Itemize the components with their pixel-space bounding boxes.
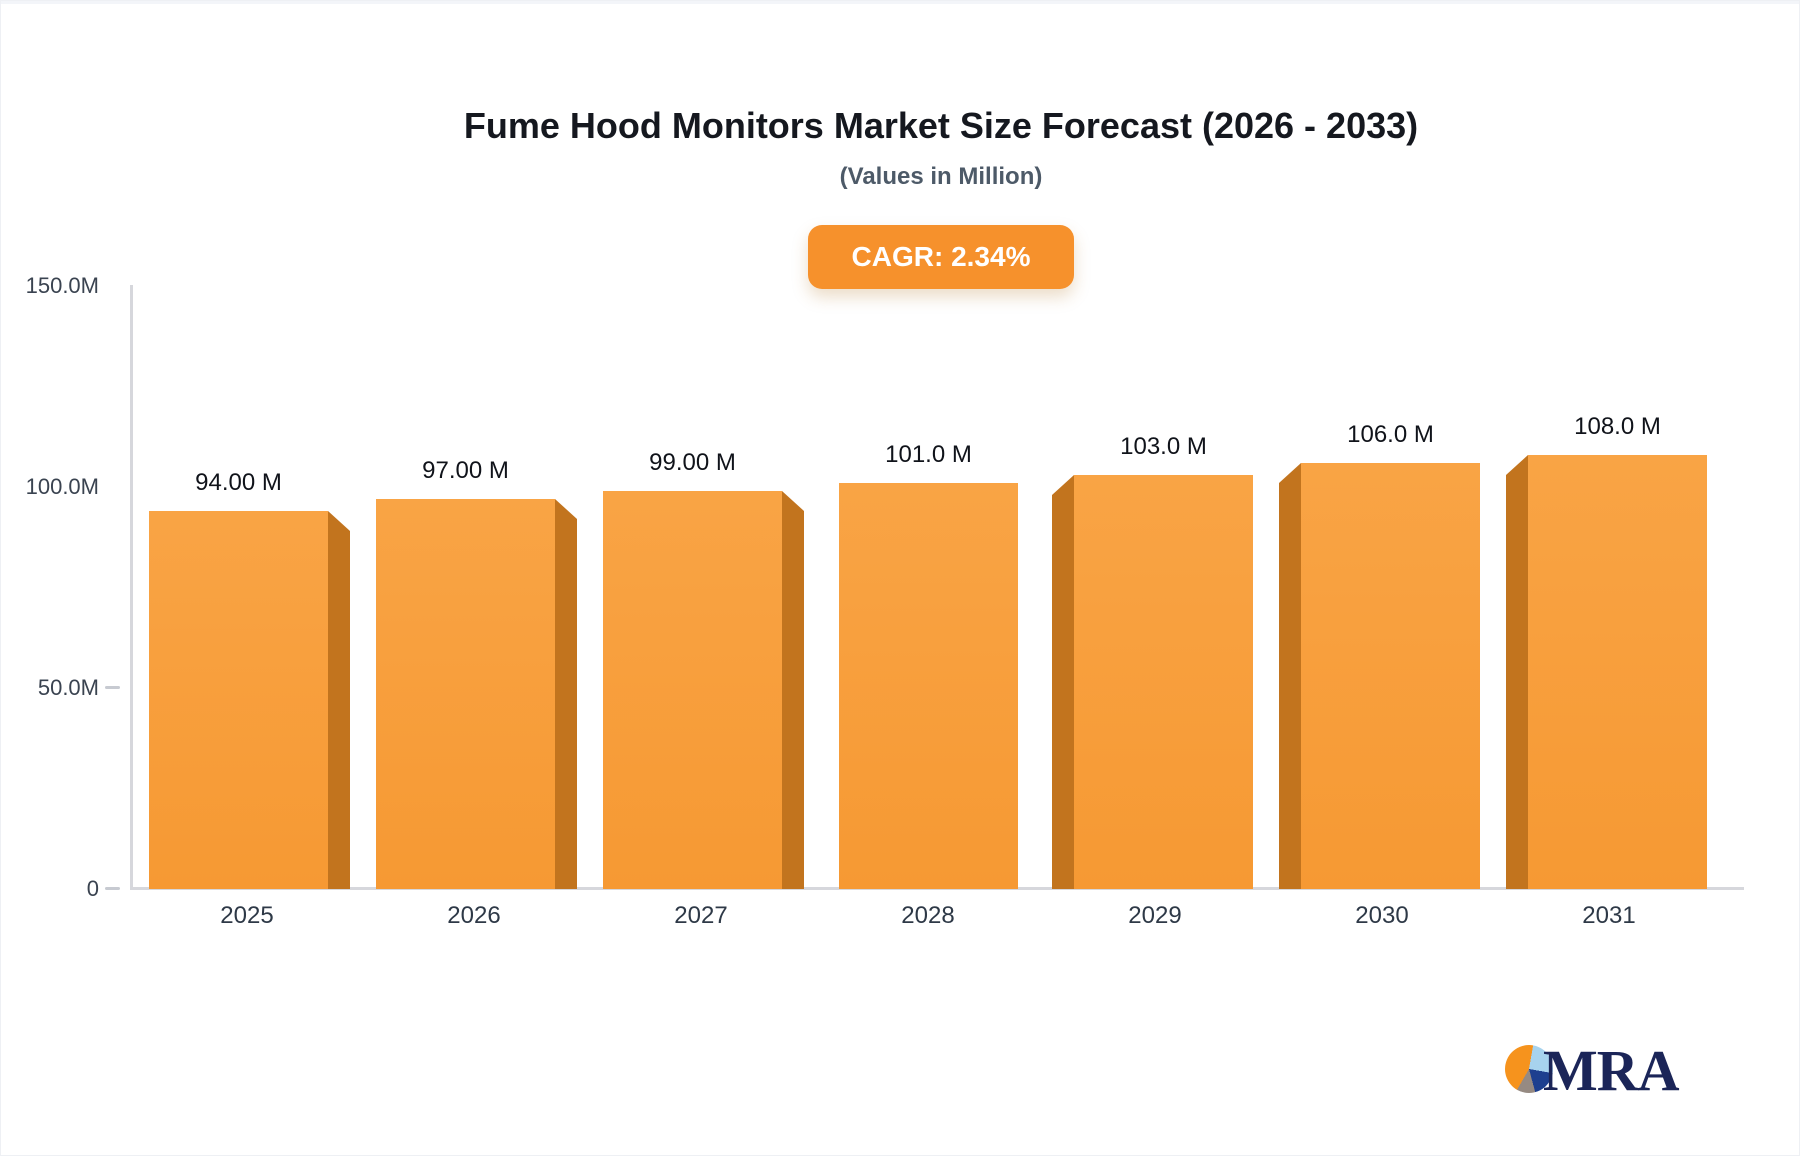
y-axis-tick (105, 686, 120, 689)
y-axis-line (130, 285, 133, 889)
y-axis-tick (105, 887, 120, 890)
x-axis-label: 2028 (901, 902, 955, 929)
y-axis-label: 150.0M (25, 273, 99, 298)
y-axis-label: 100.0M (25, 474, 99, 499)
x-axis-label: 2026 (447, 902, 501, 929)
bar-side-face (555, 499, 577, 889)
bar-value-label: 94.00 M (195, 469, 282, 496)
bar-side-face (1279, 463, 1301, 889)
bar-side-face (1506, 455, 1528, 889)
y-axis-label: 0 (86, 876, 99, 901)
bar-value-label: 97.00 M (422, 457, 509, 484)
page-subtitle: (Values in Million) (839, 163, 1043, 190)
bar[interactable] (149, 511, 328, 889)
chart-header: Fume Hood Monitors Market Size Forecast … (131, 1, 1751, 289)
bar[interactable] (839, 483, 1018, 889)
y-axis-label: 50.0M (37, 675, 99, 700)
bar[interactable] (1301, 463, 1480, 889)
bar-value-label: 108.0 M (1574, 413, 1661, 440)
bar[interactable] (1074, 475, 1253, 889)
brand-logo: MRA (1505, 1038, 1725, 1103)
bar-value-label: 103.0 M (1120, 433, 1207, 460)
x-axis-label: 2030 (1355, 902, 1409, 929)
bar-side-face (328, 511, 350, 889)
bar-side-face (782, 491, 804, 889)
x-axis-label: 2027 (674, 902, 728, 929)
pie-chart-icon (1505, 1045, 1553, 1093)
x-axis-label: 2029 (1128, 902, 1182, 929)
bar-side-face (1052, 475, 1074, 889)
bar[interactable] (376, 499, 555, 889)
bar[interactable] (1528, 455, 1707, 889)
x-axis-label: 2031 (1582, 902, 1636, 929)
brand-text: MRA (1543, 1038, 1680, 1103)
top-edge-strip (1, 1, 1799, 4)
bar-value-label: 106.0 M (1347, 421, 1434, 448)
x-axis-label: 2025 (220, 902, 274, 929)
cagr-badge: CAGR: 2.34% (807, 225, 1075, 289)
page-title: Fume Hood Monitors Market Size Forecast … (463, 105, 1419, 146)
bar-value-label: 101.0 M (885, 441, 972, 468)
bar-value-label: 99.00 M (649, 449, 736, 476)
bar[interactable] (603, 491, 782, 889)
